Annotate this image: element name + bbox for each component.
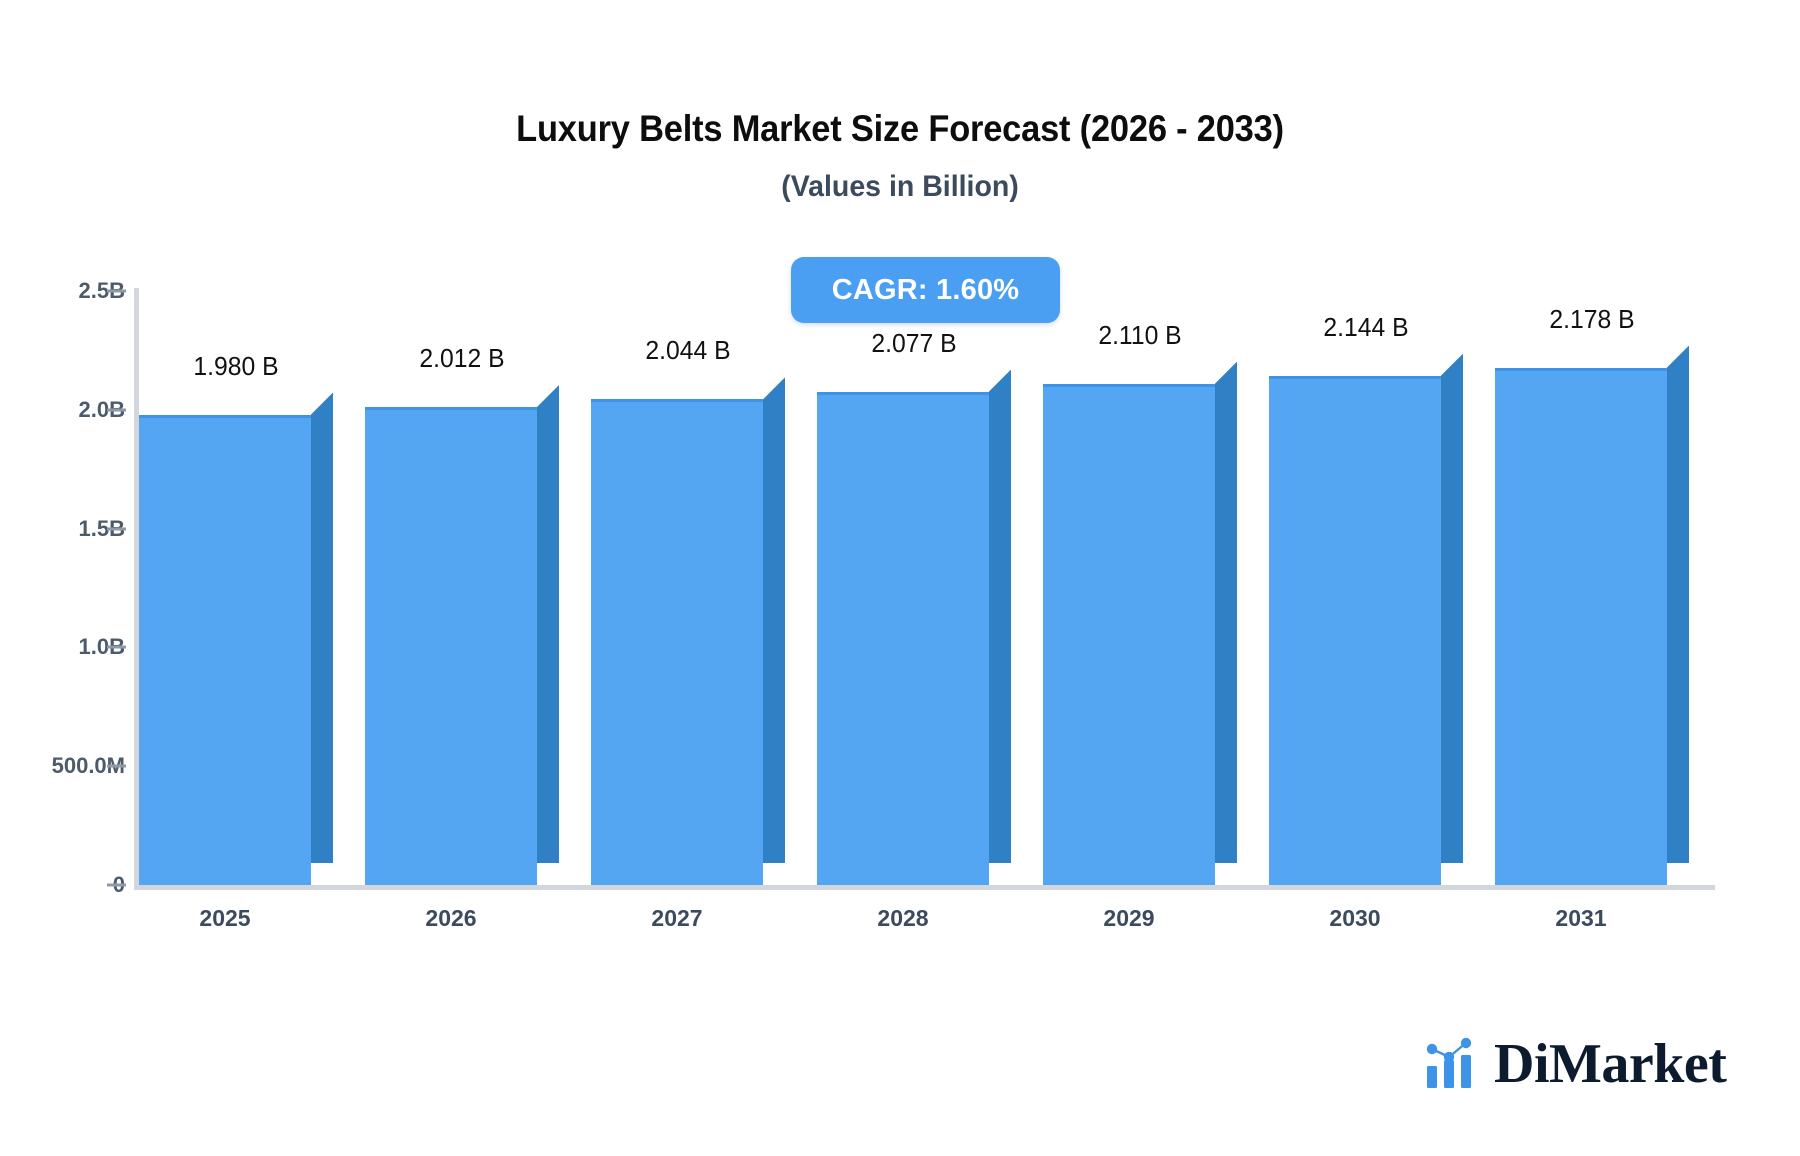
y-axis-tick-mark (107, 764, 126, 768)
y-axis-tick-mark (107, 289, 126, 293)
bar-value-label: 2.044 B (645, 335, 731, 366)
x-axis-label-2025: 2025 (199, 905, 251, 931)
bar-side-face (989, 369, 1011, 863)
bar-value-label: 2.110 B (1098, 319, 1182, 350)
bar-side-face (1215, 361, 1237, 863)
y-axis-tick-mark (107, 408, 126, 412)
x-axis-label-2030: 2030 (1329, 905, 1381, 931)
bar-2027[interactable] (591, 399, 763, 885)
bar-2029[interactable] (1043, 383, 1215, 885)
cagr-badge-label: CAGR: 1.60% (831, 273, 1020, 306)
bar-side-face (311, 392, 333, 863)
bar-side-face (763, 377, 785, 863)
x-axis-label-2028: 2028 (877, 905, 929, 931)
bar-value-label: 2.077 B (871, 327, 957, 358)
bar-2030[interactable] (1269, 375, 1441, 885)
x-axis-label-2031: 2031 (1555, 905, 1607, 931)
bar-chart-icon (1426, 1037, 1472, 1088)
bar-value-label: 2.144 B (1323, 311, 1409, 342)
page-subtitle: (Values in Billion) (781, 170, 1019, 203)
brand-name: DiMarket (1494, 1033, 1727, 1095)
bar-2026[interactable] (365, 406, 537, 885)
y-axis-line (134, 288, 139, 885)
bar-value-label: 2.178 B (1549, 303, 1635, 334)
cagr-badge: CAGR: 1.60% (791, 257, 1060, 323)
bar-side-face (537, 384, 559, 863)
bar-2028[interactable] (817, 391, 989, 885)
brand-logo: DiMarket (1424, 1033, 1727, 1095)
page-title: Luxury Belts Market Size Forecast (2026 … (516, 108, 1284, 149)
bar-side-face (1667, 345, 1689, 863)
bar-value-label: 2.012 B (419, 342, 505, 373)
bar-2031[interactable] (1495, 367, 1667, 885)
bar-side-face (1441, 353, 1463, 863)
x-axis-label-2027: 2027 (651, 905, 703, 931)
x-axis-label-2029: 2029 (1103, 905, 1155, 931)
x-axis-line (134, 885, 1715, 890)
y-axis-tick-mark (107, 527, 126, 531)
y-axis-tick-mark (107, 883, 126, 887)
bar-value-label: 1.980 B (193, 350, 279, 381)
y-axis-tick-mark (107, 645, 126, 649)
x-axis-label-2026: 2026 (425, 905, 477, 931)
bar-2025[interactable] (139, 414, 311, 885)
